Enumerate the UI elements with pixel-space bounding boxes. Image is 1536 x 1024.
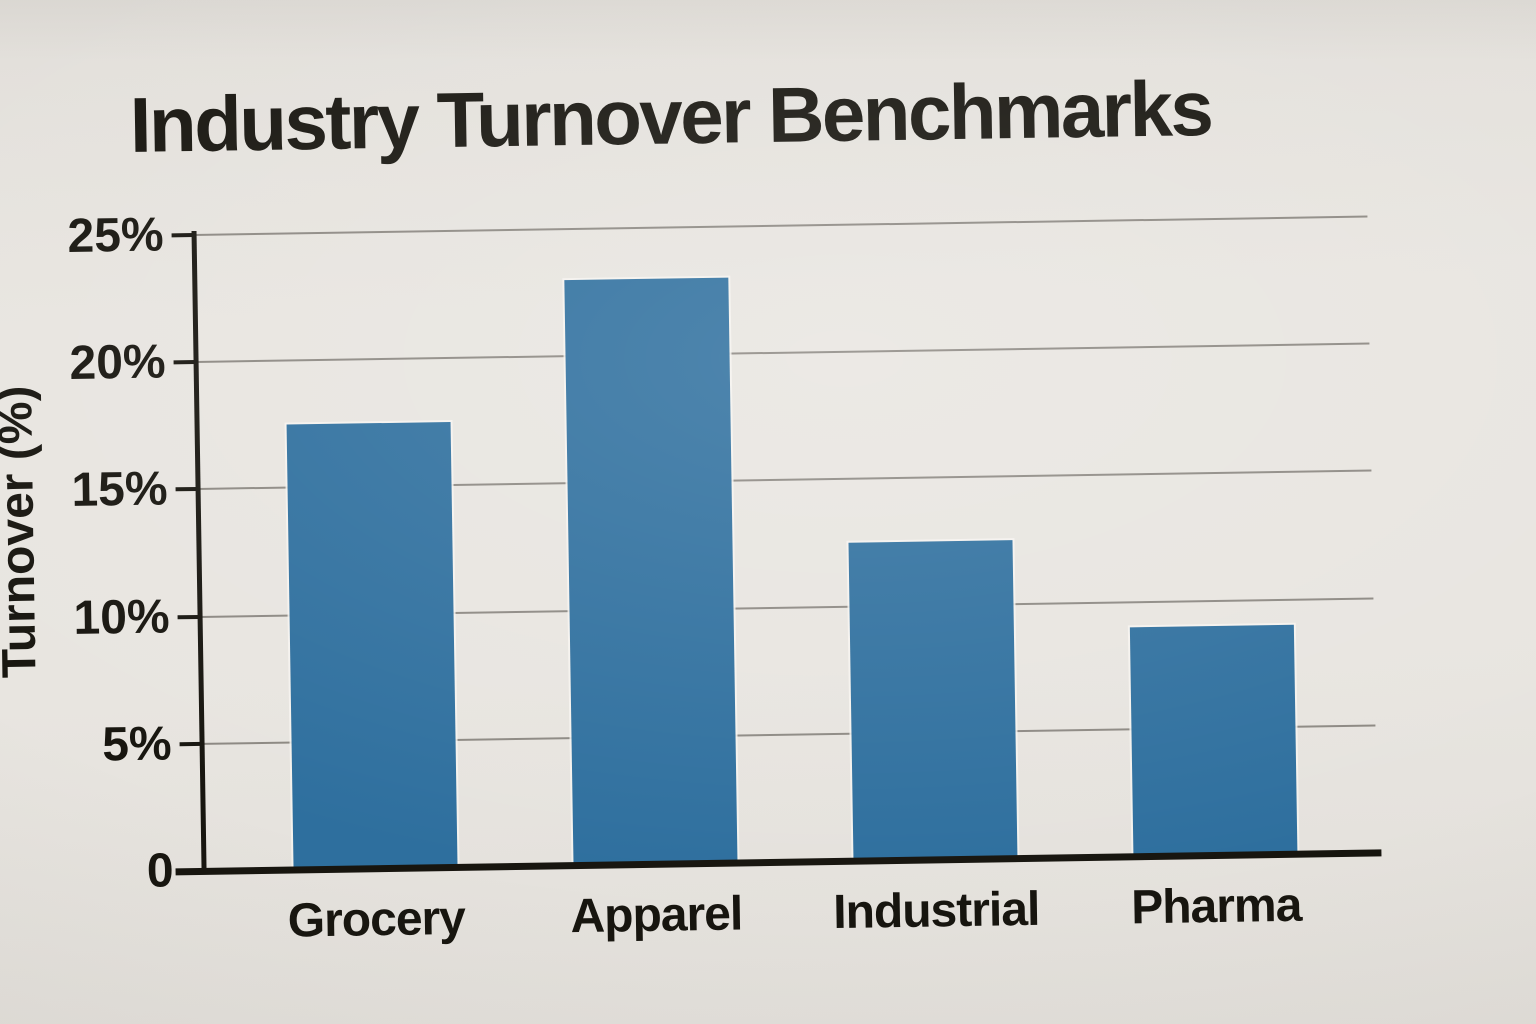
y-tick-label-25pct: 25% [67, 208, 164, 263]
y-tick-5pct [179, 741, 202, 747]
y-tick-20pct [173, 360, 196, 365]
y-tick-label-0pct: 0 [146, 844, 174, 898]
y-tick-10pct [177, 614, 200, 619]
y-tick-label-5pct: 5% [101, 717, 172, 772]
bar-grocery [286, 421, 458, 870]
x-label-industrial: Industrial [832, 882, 1040, 940]
gridline-25pct [193, 215, 1368, 236]
x-label-grocery: Grocery [287, 891, 466, 948]
x-label-apparel: Apparel [570, 887, 743, 944]
y-axis-line [191, 230, 207, 874]
bar-industrial [848, 540, 1018, 861]
y-tick-25pct [171, 232, 194, 238]
gridline-20pct [195, 342, 1370, 364]
y-tick-label-20pct: 20% [69, 335, 166, 391]
bar-apparel [564, 277, 738, 866]
y-tick-15pct [175, 487, 198, 492]
x-label-pharma: Pharma [1130, 878, 1302, 935]
y-tick-label-15pct: 15% [71, 462, 168, 518]
y-tick-label-10pct: 10% [73, 590, 170, 645]
bar-pharma [1129, 624, 1298, 857]
